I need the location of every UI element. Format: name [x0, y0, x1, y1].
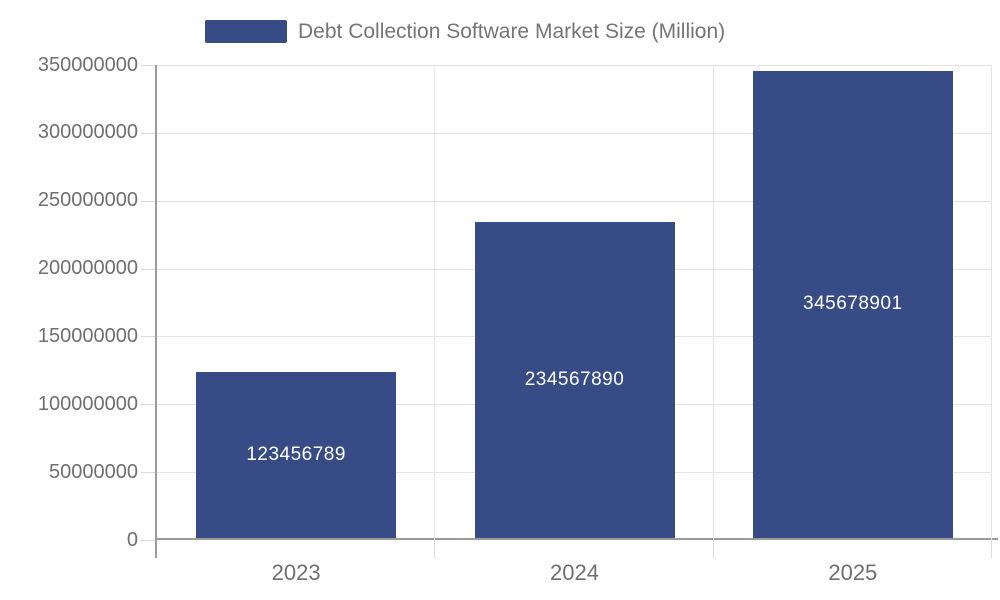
y-axis-tick — [141, 540, 155, 541]
y-gridline — [157, 65, 992, 66]
y-axis-tick-label: 100000000 — [37, 392, 138, 415]
bar-value-label: 234567890 — [524, 368, 625, 390]
y-axis-tick — [141, 404, 155, 406]
y-gridline — [157, 132, 992, 134]
x-axis-category-label: 2025 — [828, 560, 878, 585]
y-axis-tick — [141, 132, 155, 134]
y-axis-tick — [141, 336, 155, 338]
y-axis-tick-label: 0 — [126, 528, 138, 551]
bar-2024[interactable]: 234567890 — [474, 221, 675, 538]
legend-swatch-icon — [205, 20, 287, 43]
category-boundary-gridline — [712, 65, 714, 540]
y-axis-line — [155, 65, 157, 558]
bar-value-label: 345678901 — [803, 293, 903, 315]
x-axis-line — [155, 538, 998, 540]
x-axis-category-label: 2023 — [271, 560, 321, 585]
y-axis-tick — [141, 268, 155, 270]
category-boundary-gridline — [991, 65, 992, 540]
y-axis-tick-label: 50000000 — [49, 460, 138, 483]
y-axis-tick — [141, 65, 155, 66]
bar-2025[interactable]: 345678901 — [752, 70, 953, 538]
x-axis-category-label: 2024 — [550, 560, 599, 585]
x-axis-tick — [991, 540, 992, 558]
plot-area: 123456789 234567890 345678901 — [141, 65, 998, 558]
y-axis-tick-label: 150000000 — [37, 324, 138, 347]
bar-value-label: 123456789 — [246, 444, 346, 466]
bar-2023[interactable]: 123456789 — [196, 372, 397, 538]
y-axis-tick-label: 200000000 — [37, 257, 138, 280]
y-axis-tick-label: 350000000 — [37, 53, 138, 76]
x-axis-tick — [712, 540, 714, 558]
legend[interactable]: Debt Collection Software Market Size (Mi… — [205, 19, 725, 44]
category-boundary-gridline — [434, 65, 436, 540]
y-axis-tick — [141, 200, 155, 202]
y-gridline — [157, 200, 992, 202]
legend-label: Debt Collection Software Market Size (Mi… — [298, 20, 726, 43]
y-axis-tick-label: 300000000 — [37, 121, 138, 144]
x-axis-tick — [434, 540, 436, 558]
y-axis-tick-label: 250000000 — [37, 189, 138, 212]
y-axis-tick — [141, 472, 155, 474]
